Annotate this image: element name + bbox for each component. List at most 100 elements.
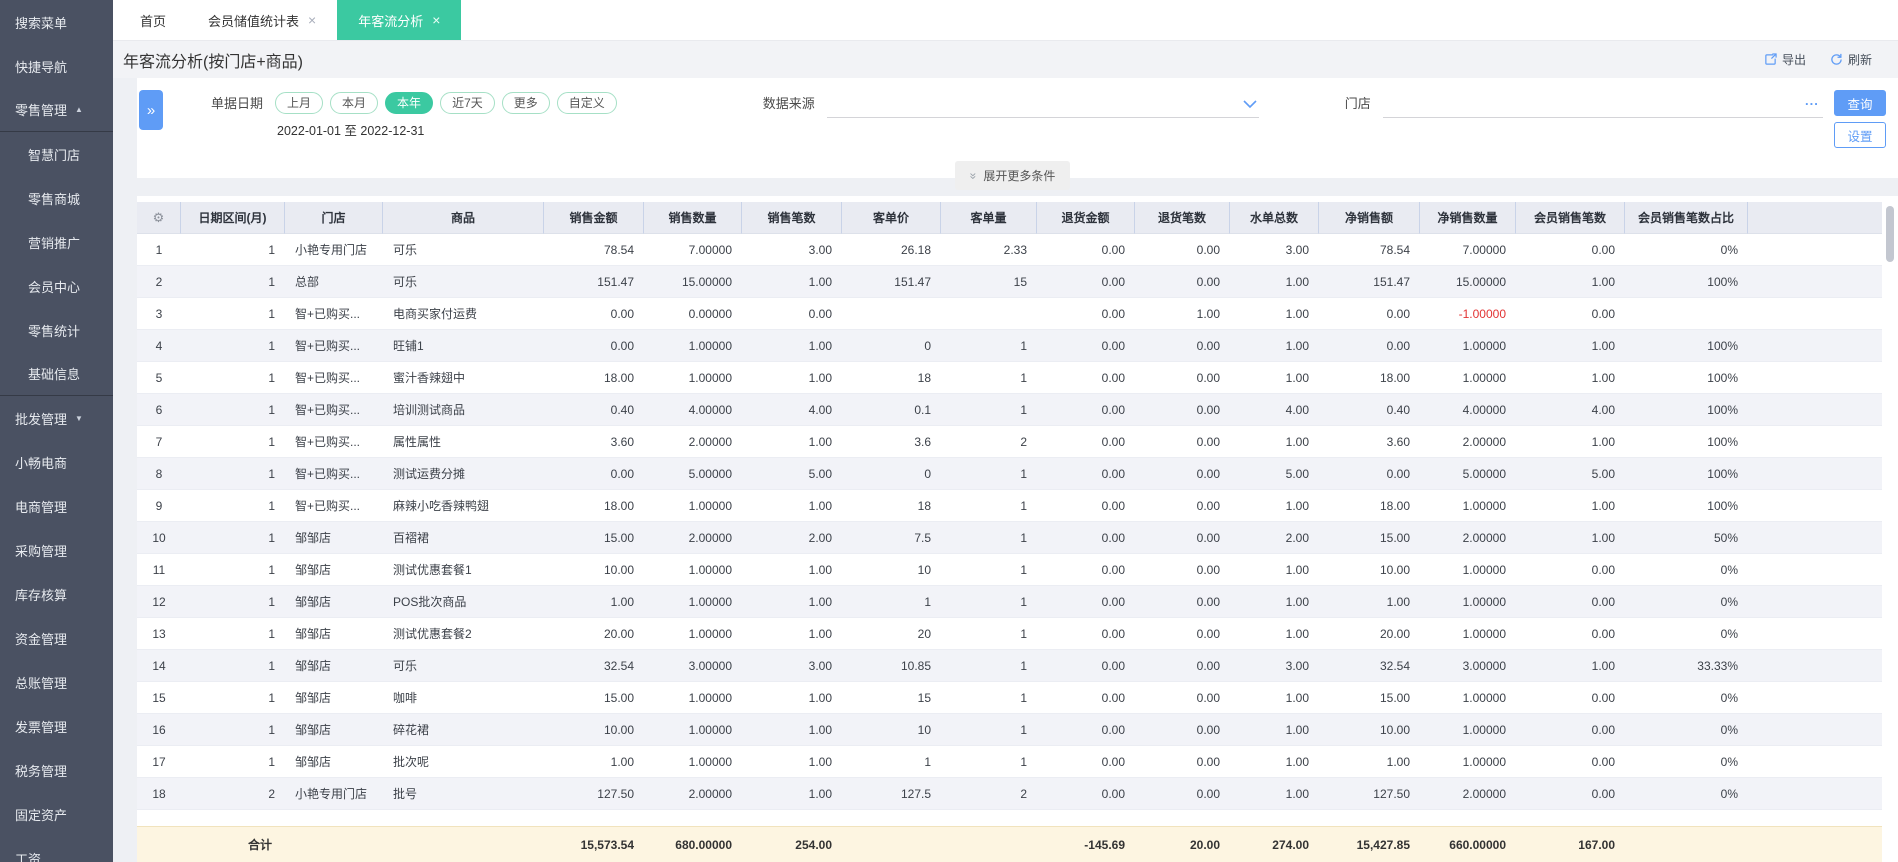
table-row-14[interactable]: 14 1 邹邹店 可乐 32.54 3.00000 3.00 10.85 1 0.00 0.00 3.… xyxy=(137,650,1882,682)
table-cell: 邹邹店 xyxy=(295,691,332,705)
table-row-17[interactable]: 17 1 邹邹店 批次呢 1.00 1.00000 1.00 1 1 0.00 0.00 1.00 1.… xyxy=(137,746,1882,778)
page-title: 年客流分析(按门店+商品) xyxy=(123,53,304,71)
refresh-button[interactable]: 刷新 xyxy=(1830,51,1872,68)
store-input[interactable]: ... xyxy=(1382,92,1823,118)
tab-3[interactable]: 年客流分析 × xyxy=(337,0,462,40)
column-header-10[interactable]: 退货笔数 xyxy=(1135,202,1230,234)
expand-more-button[interactable]: » 展开更多条件 xyxy=(954,161,1071,190)
close-icon[interactable]: × xyxy=(432,12,441,28)
table-cell: 15 xyxy=(1013,274,1027,289)
column-header-8[interactable]: 客单量 xyxy=(941,202,1037,234)
table-cell: 碎花裙 xyxy=(393,723,430,737)
sidebar-item-12[interactable]: 电商管理 xyxy=(0,484,113,528)
sidebar-item-1[interactable]: 搜索菜单 xyxy=(0,0,113,44)
scrollbar-thumb[interactable] xyxy=(1886,206,1894,262)
column-header-2[interactable]: 门店 xyxy=(285,202,383,234)
date-pill-2[interactable]: 本月 xyxy=(330,92,379,114)
sidebar-item-2[interactable]: 快捷导航 xyxy=(0,44,113,88)
table-row-3[interactable]: 3 1 智+已购买... 电商买家付运费 0.00 0.00000 0.00 0.00 1.00… xyxy=(137,298,1882,330)
date-pill-1[interactable]: 上月 xyxy=(275,92,324,114)
tab-2[interactable]: 会员储值统计表 × xyxy=(187,0,337,40)
table-row-7[interactable]: 7 1 智+已购买... 属性属性 3.60 2.00000 1.00 3.6 2 0.00 0.0… xyxy=(137,426,1882,458)
sidebar-item-9[interactable]: 基础信息 xyxy=(0,352,113,396)
sidebar-item-8[interactable]: 零售统计 xyxy=(0,308,113,352)
close-icon[interactable]: × xyxy=(308,12,317,28)
vertical-scrollbar[interactable] xyxy=(1886,206,1894,820)
sidebar-item-6[interactable]: 营销推广 xyxy=(0,220,113,264)
date-pill-6[interactable]: 自定义 xyxy=(556,92,617,114)
table-row-15[interactable]: 15 1 邹邹店 咖啡 15.00 1.00000 1.00 15 1 0.00 0.00 1.00 1… xyxy=(137,682,1882,714)
sidebar-item-11[interactable]: 小畅电商 xyxy=(0,440,113,484)
chevron-down-icon[interactable] xyxy=(1243,100,1257,109)
sidebar-item-15[interactable]: 资金管理 xyxy=(0,616,113,660)
table-row-18[interactable]: 18 2 小艳专用门店 批号 127.50 2.00000 1.00 127.5 2 0.00 0.… xyxy=(137,778,1882,810)
table-cell: 1.00 xyxy=(808,690,832,705)
sidebar-item-16[interactable]: 总账管理 xyxy=(0,660,113,704)
table-cell: 0% xyxy=(1720,626,1738,641)
column-header-14[interactable]: 会员销售笔数 xyxy=(1516,202,1625,234)
sidebar-item-3[interactable]: 零售管理 ▲ xyxy=(0,88,113,132)
table-cell: 1 xyxy=(268,338,275,353)
sidebar-item-17[interactable]: 发票管理 xyxy=(0,704,113,748)
sidebar-item-19[interactable]: 固定资产 xyxy=(0,792,113,836)
table-cell: 0% xyxy=(1720,242,1738,257)
column-header-6[interactable]: 销售笔数 xyxy=(742,202,842,234)
export-button[interactable]: 导出 xyxy=(1764,51,1806,68)
table-cell: 可乐 xyxy=(393,243,418,257)
ellipsis-icon[interactable]: ... xyxy=(1804,93,1819,108)
table-cell: 50% xyxy=(1713,530,1738,545)
sidebar-item-13[interactable]: 采购管理 xyxy=(0,528,113,572)
table-cell: 2.00000 xyxy=(1462,786,1506,801)
table-row-9[interactable]: 9 1 智+已购买... 麻辣小吃香辣鸭翅 18.00 1.00000 1.00 18 1 0.0… xyxy=(137,490,1882,522)
table-cell: 2.00000 xyxy=(1462,530,1506,545)
table-row-2[interactable]: 2 1 总部 可乐 151.47 15.00000 1.00 151.47 15 0.00 0.00… xyxy=(137,266,1882,298)
column-header-11[interactable]: 水单总数 xyxy=(1230,202,1319,234)
date-pill-5[interactable]: 更多 xyxy=(501,92,550,114)
table-row-6[interactable]: 6 1 智+已购买... 培训测试商品 0.40 4.00000 4.00 0.1 1 0.00 0… xyxy=(137,394,1882,426)
column-header-7[interactable]: 客单价 xyxy=(842,202,941,234)
sidebar-item-14[interactable]: 库存核算 xyxy=(0,572,113,616)
table-cell: 15.00000 xyxy=(681,274,732,289)
tab-1[interactable]: 首页 xyxy=(119,0,187,40)
sidebar-item-10[interactable]: 批发管理 ▼ xyxy=(0,396,113,440)
column-header-5[interactable]: 销售数量 xyxy=(644,202,742,234)
column-header-13[interactable]: 净销售数量 xyxy=(1420,202,1516,234)
table-cell: 7 xyxy=(155,434,163,449)
date-pill-4[interactable]: 近7天 xyxy=(440,92,495,114)
sidebar-item-7[interactable]: 会员中心 xyxy=(0,264,113,308)
tab-label: 年客流分析 xyxy=(358,13,424,29)
collapse-filter-button[interactable]: » xyxy=(139,90,163,130)
sidebar-item-4[interactable]: 智慧门店 xyxy=(0,132,113,176)
column-header-1[interactable]: 日期区间(月) xyxy=(181,202,285,234)
table-row-8[interactable]: 8 1 智+已购买... 测试运费分摊 0.00 5.00000 5.00 0 1 0.00 0.0… xyxy=(137,458,1882,490)
table-cell-filler xyxy=(1748,490,1882,521)
data-source-input[interactable] xyxy=(826,92,1259,118)
table-cell: 3.6 xyxy=(914,434,931,449)
sidebar-item-18[interactable]: 税务管理 xyxy=(0,748,113,792)
column-header-15[interactable]: 会员销售笔数占比 xyxy=(1625,202,1748,234)
table-row-16[interactable]: 16 1 邹邹店 碎花裙 10.00 1.00000 1.00 10 1 0.00 0.00 1.00… xyxy=(137,714,1882,746)
table-cell: 批次呢 xyxy=(393,755,430,769)
column-header-12[interactable]: 净销售额 xyxy=(1319,202,1420,234)
table-row-13[interactable]: 13 1 邹邹店 测试优惠套餐2 20.00 1.00000 1.00 20 1 0.00 0.00… xyxy=(137,618,1882,650)
table-row-5[interactable]: 5 1 智+已购买... 蜜汁香辣翅中 18.00 1.00000 1.00 18 1 0.00 0… xyxy=(137,362,1882,394)
table-row-10[interactable]: 10 1 邹邹店 百褶裙 15.00 2.00000 2.00 7.5 1 0.00 0.00 2.0… xyxy=(137,522,1882,554)
column-header-4[interactable]: 销售金额 xyxy=(544,202,644,234)
sidebar-item-label: 零售统计 xyxy=(28,323,81,339)
table-cell-filler xyxy=(1748,458,1882,489)
table-row-1[interactable]: 1 1 小艳专用门店 可乐 78.54 7.00000 3.00 26.18 2.33 0.00 0… xyxy=(137,234,1882,266)
settings-button[interactable]: 设置 xyxy=(1834,122,1886,148)
table-cell: 15 xyxy=(917,690,931,705)
date-pill-3[interactable]: 本年 xyxy=(385,92,434,114)
table-row-12[interactable]: 12 1 邹邹店 POS批次商品 1.00 1.00000 1.00 1 1 0.00 0.00 1.… xyxy=(137,586,1882,618)
table-row-11[interactable]: 11 1 邹邹店 测试优惠套餐1 10.00 1.00000 1.00 10 1 0.00 0.00… xyxy=(137,554,1882,586)
column-header-9[interactable]: 退货金额 xyxy=(1037,202,1135,234)
sidebar-item-20[interactable]: 工资 xyxy=(0,836,113,862)
table-cell-filler xyxy=(1748,394,1882,425)
table-row-4[interactable]: 4 1 智+已购买... 旺铺1 0.00 1.00000 1.00 0 1 0.00 0.00 1.… xyxy=(137,330,1882,362)
query-button[interactable]: 查询 xyxy=(1834,90,1886,116)
column-settings-button[interactable]: ⚙ xyxy=(137,202,181,234)
column-header-3[interactable]: 商品 xyxy=(383,202,544,234)
sidebar-item-5[interactable]: 零售商城 xyxy=(0,176,113,220)
